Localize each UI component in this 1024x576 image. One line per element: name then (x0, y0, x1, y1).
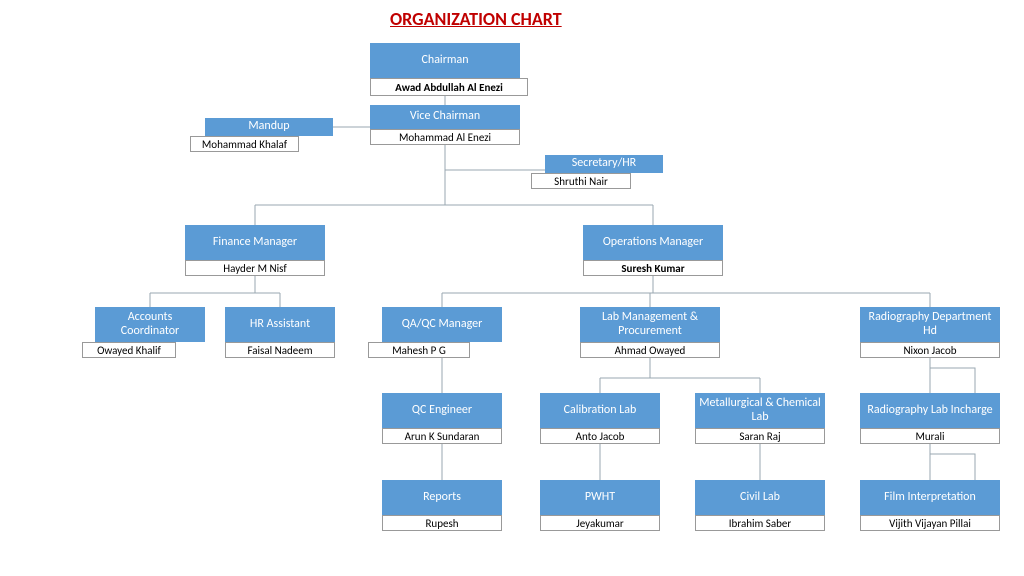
org-node-role: Accounts Coordinator (95, 307, 205, 342)
org-node-role: Radiography Department Hd (860, 307, 1000, 342)
org-node-accounts: Accounts CoordinatorOwayed Khalif (95, 307, 205, 358)
org-node-person: Murali (860, 428, 1000, 444)
chart-title: ORGANIZATION CHART (390, 8, 562, 30)
org-node-role: PWHT (540, 480, 660, 515)
org-node-radiodept: Radiography Department HdNixon Jacob (860, 307, 1000, 358)
org-node-person: Nixon Jacob (860, 342, 1000, 358)
org-node-qaqc: QA/QC ManagerMahesh P G (382, 307, 502, 358)
org-node-role: Lab Management & Procurement (580, 307, 720, 342)
org-node-person: Shruthi Nair (531, 173, 631, 189)
org-node-role: Film Interpretation (860, 480, 1000, 515)
org-node-operations: Operations ManagerSuresh Kumar (583, 225, 723, 276)
org-node-reports: ReportsRupesh (382, 480, 502, 531)
org-node-pwht: PWHTJeyakumar (540, 480, 660, 531)
org-node-person: Rupesh (382, 515, 502, 531)
org-node-person: Ibrahim Saber (695, 515, 825, 531)
org-node-person: Ahmad Owayed (580, 342, 720, 358)
org-node-mandup: MandupMohammad Khalaf (205, 118, 333, 152)
org-node-role: Vice Chairman (370, 105, 520, 129)
org-node-person: Suresh Kumar (583, 260, 723, 276)
org-node-person: Arun K Sundaran (382, 428, 502, 444)
org-node-person: Faisal Nadeem (225, 342, 335, 358)
org-node-qceng: QC EngineerArun K Sundaran (382, 393, 502, 444)
org-node-hrassist: HR AssistantFaisal Nadeem (225, 307, 335, 358)
org-node-person: Mohammad Khalaf (190, 136, 299, 152)
org-node-role: Secretary/HR (545, 155, 663, 173)
org-node-person: Saran Raj (695, 428, 825, 444)
org-node-role: Civil Lab (695, 480, 825, 515)
org-node-role: Mandup (205, 118, 333, 136)
org-node-chairman: ChairmanAwad Abdullah Al Enezi (370, 43, 520, 96)
org-node-person: Awad Abdullah Al Enezi (370, 78, 528, 96)
org-node-role: Radiography Lab Incharge (860, 393, 1000, 428)
org-node-role: HR Assistant (225, 307, 335, 342)
org-node-role: Chairman (370, 43, 520, 78)
org-node-caliblab: Calibration LabAnto Jacob (540, 393, 660, 444)
org-node-person: Anto Jacob (540, 428, 660, 444)
org-node-role: Operations Manager (583, 225, 723, 260)
org-node-person: Mahesh P G (368, 342, 470, 358)
org-node-role: QC Engineer (382, 393, 502, 428)
org-node-role: Metallurgical & Chemical Lab (695, 393, 825, 428)
org-node-person: Owayed Khalif (82, 342, 176, 358)
org-node-metlab: Metallurgical & Chemical LabSaran Raj (695, 393, 825, 444)
org-node-person: Vijith Vijayan Pillai (860, 515, 1000, 531)
org-node-vice: Vice ChairmanMohammad Al Enezi (370, 105, 520, 145)
org-node-secretary: Secretary/HRShruthi Nair (545, 155, 663, 189)
org-node-role: Calibration Lab (540, 393, 660, 428)
org-node-civillab: Civil LabIbrahim Saber (695, 480, 825, 531)
org-node-role: Finance Manager (185, 225, 325, 260)
org-node-labmgmt: Lab Management & ProcurementAhmad Owayed (580, 307, 720, 358)
org-node-film: Film InterpretationVijith Vijayan Pillai (860, 480, 1000, 531)
org-node-person: Jeyakumar (540, 515, 660, 531)
org-node-person: Hayder M Nisf (185, 260, 325, 276)
org-node-radiolab: Radiography Lab InchargeMurali (860, 393, 1000, 444)
org-node-person: Mohammad Al Enezi (370, 129, 520, 145)
org-node-finance: Finance ManagerHayder M Nisf (185, 225, 325, 276)
org-node-role: QA/QC Manager (382, 307, 502, 342)
org-node-role: Reports (382, 480, 502, 515)
